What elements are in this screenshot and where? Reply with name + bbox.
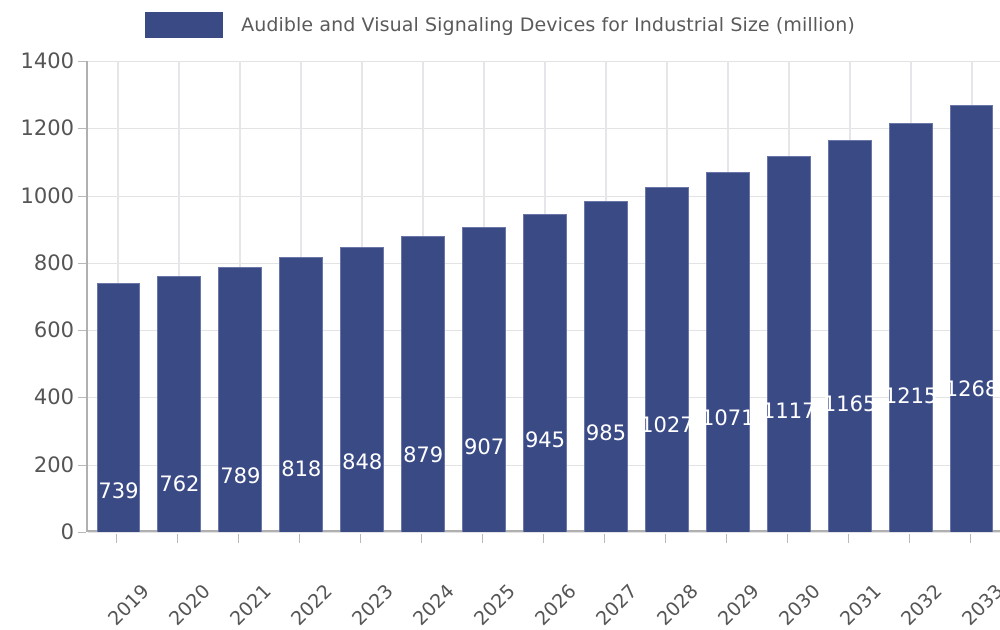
x-axis-tick-mark (603, 534, 605, 543)
y-axis-tick-mark (78, 397, 86, 399)
bar-cell[interactable]: 945 (523, 61, 567, 532)
bar[interactable] (523, 214, 567, 532)
x-axis-tick-mark (177, 534, 179, 543)
y-axis-tick-mark (78, 532, 86, 533)
x-axis-tick-mark (238, 534, 240, 543)
bar-value-label: 739 (98, 479, 139, 503)
bar-value-label: 945 (524, 428, 566, 452)
bar-value-label: 818 (281, 457, 322, 482)
x-axis-tick-mark (786, 534, 788, 543)
x-axis-tick-label: 2026 (530, 580, 581, 630)
x-axis-tick-label: 2024 (409, 580, 459, 630)
y-axis-tick-mark (78, 195, 86, 197)
bar[interactable] (644, 186, 689, 532)
y-axis-tick-mark (78, 262, 86, 264)
x-axis-tick-mark (664, 534, 666, 543)
bar-cell[interactable]: 1215 (884, 61, 937, 532)
bar[interactable] (401, 236, 446, 532)
bar-cell[interactable]: 762 (157, 61, 202, 532)
bar-cell[interactable]: 739 (96, 61, 141, 532)
bar[interactable] (279, 256, 324, 532)
bar[interactable] (218, 266, 263, 532)
y-axis-tick-label: 1400 (20, 49, 74, 73)
y-axis-tick-label: 200 (33, 452, 74, 477)
y-axis-tick-label: 1000 (20, 183, 74, 208)
bar-cell[interactable]: 789 (218, 61, 263, 532)
bar-value-label: 879 (403, 442, 444, 467)
bar[interactable] (827, 140, 872, 532)
legend-series-label: Audible and Visual Signaling Devices for… (241, 14, 855, 36)
bar-cell[interactable]: 1268 (945, 61, 998, 532)
bar-value-label: 789 (220, 464, 261, 489)
x-axis-tick-label: 2033 (957, 580, 1000, 630)
x-axis-tick-label: 2030 (774, 580, 825, 630)
bar-cell[interactable]: 1027 (640, 61, 694, 532)
x-axis-tick-mark (116, 534, 118, 543)
bar[interactable] (705, 171, 750, 532)
y-axis-tick-mark (78, 61, 86, 62)
bar-series: 739 762 789 818 848 879 907 945 985 1027 1071 1117 1… (88, 61, 1000, 532)
x-axis-tick-mark (908, 534, 910, 543)
bar-cell[interactable]: 985 (583, 61, 628, 532)
x-axis-tick-mark (482, 534, 484, 543)
x-axis-tick-label: 2022 (287, 580, 337, 630)
gridline-horizontal (88, 532, 1000, 533)
chart-legend: Audible and Visual Signaling Devices for… (0, 12, 1000, 38)
bar[interactable] (949, 105, 994, 532)
y-axis-tick-mark (78, 128, 86, 130)
bar-value-label: 1071 (701, 406, 755, 431)
x-axis-tick-label: 2021 (226, 580, 277, 630)
bar[interactable] (96, 283, 141, 532)
bar[interactable] (888, 123, 933, 532)
y-axis-tick-label: 600 (33, 318, 74, 343)
x-axis-tick-label: 2031 (835, 580, 886, 630)
bar-cell[interactable]: 818 (279, 61, 324, 532)
x-axis-tick-mark (543, 534, 544, 543)
bar[interactable] (340, 246, 385, 532)
bar[interactable] (157, 275, 202, 532)
plot-area: 739 762 789 818 848 879 907 945 985 1027 1071 1117 1… (86, 61, 1000, 533)
bar-value-label: 1117 (761, 398, 816, 423)
bar-value-label: 1027 (640, 413, 694, 438)
bar-value-label: 1268 (944, 377, 999, 401)
x-axis-tick-mark (421, 534, 423, 543)
bar-value-label: 1165 (822, 391, 877, 416)
y-axis-tick-mark (78, 330, 86, 332)
bar-value-label: 762 (159, 471, 200, 496)
bar-cell[interactable]: 907 (462, 61, 506, 532)
bar-cell[interactable]: 1117 (762, 61, 815, 532)
bar-cell[interactable]: 1165 (823, 61, 876, 532)
bar[interactable] (766, 156, 811, 532)
x-axis-tick-label: 2020 (165, 580, 216, 630)
x-axis-tick-label: 2032 (896, 580, 947, 630)
y-axis-tick-mark (78, 464, 86, 466)
x-axis-tick-mark (299, 534, 301, 543)
bar-cell[interactable]: 879 (401, 61, 446, 532)
bar-value-label: 985 (585, 420, 626, 445)
bar-value-label: 1215 (883, 384, 938, 409)
x-axis-tick-mark (969, 534, 971, 543)
bar-value-label: 848 (342, 449, 383, 474)
bar-cell[interactable]: 848 (340, 61, 385, 532)
x-axis-tick-label: 2027 (591, 580, 642, 630)
bar-chart: Audible and Visual Signaling Devices for… (0, 12, 1000, 630)
x-axis-tick-label: 2025 (470, 580, 520, 630)
bar-cell[interactable]: 1071 (701, 61, 755, 532)
x-axis-tick-mark (360, 534, 362, 543)
y-axis-tick-label: 1200 (20, 116, 74, 141)
x-axis-tick-label: 2029 (713, 580, 764, 630)
bar[interactable] (583, 200, 628, 532)
x-axis-tick-label: 2019 (104, 580, 155, 630)
x-axis-tick-mark (725, 534, 727, 543)
bar-value-label: 907 (464, 435, 505, 460)
x-axis-tick-label: 2028 (652, 580, 703, 630)
y-axis-tick-label: 400 (33, 385, 74, 410)
bar[interactable] (462, 226, 506, 532)
x-axis-tick-label: 2023 (348, 580, 398, 630)
y-axis-tick-label: 800 (33, 250, 74, 275)
legend-color-swatch (145, 12, 224, 38)
x-axis-tick-mark (847, 534, 849, 543)
y-axis-tick-label: 0 (60, 520, 74, 544)
